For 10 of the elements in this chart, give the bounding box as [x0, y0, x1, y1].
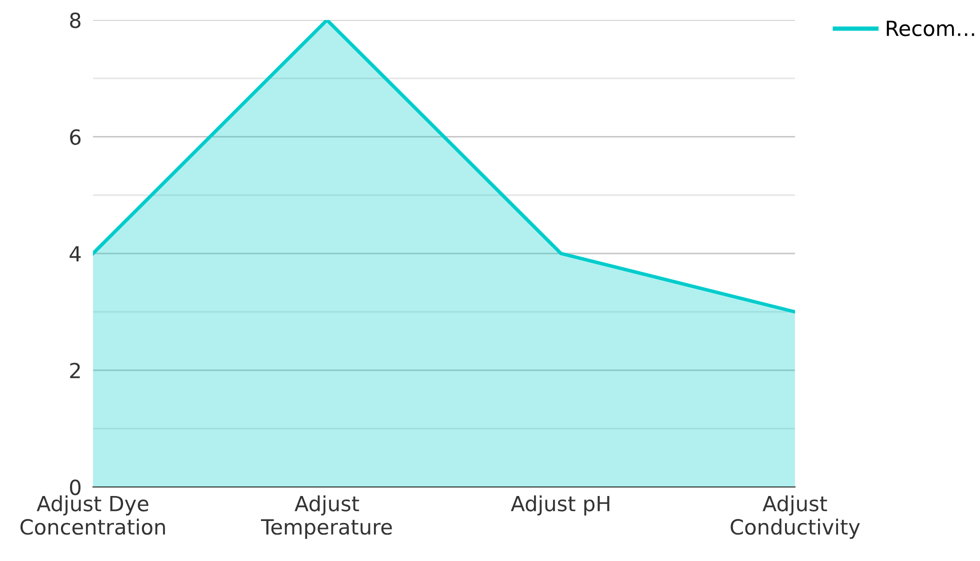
x-tick-label: Adjust Conductivity	[730, 495, 860, 539]
legend-label: Recom…	[886, 20, 974, 36]
y-tick-label: 2	[70, 362, 80, 378]
y-tick-label: 8	[70, 12, 80, 28]
x-tick-label: Adjust Temperature	[260, 495, 392, 539]
x-tick-label: Adjust Dye Concentration	[20, 495, 165, 535]
x-tick-label: Adjust pH	[510, 495, 610, 516]
y-tick-label: 0	[70, 479, 81, 496]
y-tick-label: 6	[70, 129, 81, 145]
y-tick-label: 4	[70, 246, 81, 262]
